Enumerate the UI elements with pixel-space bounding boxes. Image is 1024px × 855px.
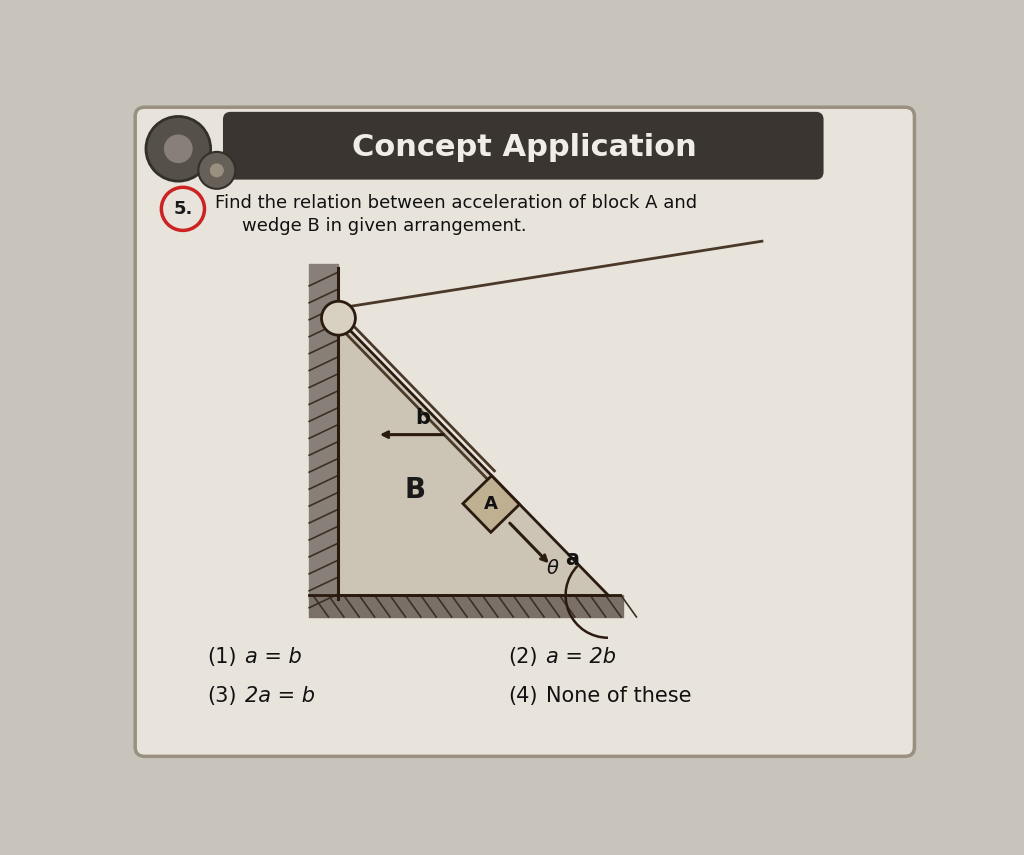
Circle shape [146,116,211,181]
Text: a = b: a = b [245,647,301,667]
Polygon shape [463,475,519,533]
Text: wedge B in given arrangement.: wedge B in given arrangement. [243,217,526,235]
Text: Find the relation between acceleration of block A and: Find the relation between acceleration o… [215,194,697,212]
Text: (2): (2) [508,647,538,667]
Text: Concept Application: Concept Application [352,133,697,162]
Text: None of these: None of these [547,686,692,705]
Text: $\theta$: $\theta$ [546,559,559,578]
Text: (4): (4) [508,686,538,705]
Text: (1): (1) [208,647,238,667]
Circle shape [322,301,355,335]
Text: b: b [416,408,431,428]
Text: (3): (3) [208,686,238,705]
Polygon shape [339,318,608,595]
Circle shape [209,162,224,178]
Circle shape [199,152,236,189]
Text: 5.: 5. [173,200,193,218]
FancyBboxPatch shape [135,107,914,757]
Circle shape [163,133,194,164]
Text: a = 2b: a = 2b [547,647,616,667]
FancyBboxPatch shape [223,112,823,180]
Text: A: A [484,495,498,513]
Text: B: B [404,476,426,504]
Text: a: a [564,549,579,569]
Text: 2a = b: 2a = b [245,686,314,705]
